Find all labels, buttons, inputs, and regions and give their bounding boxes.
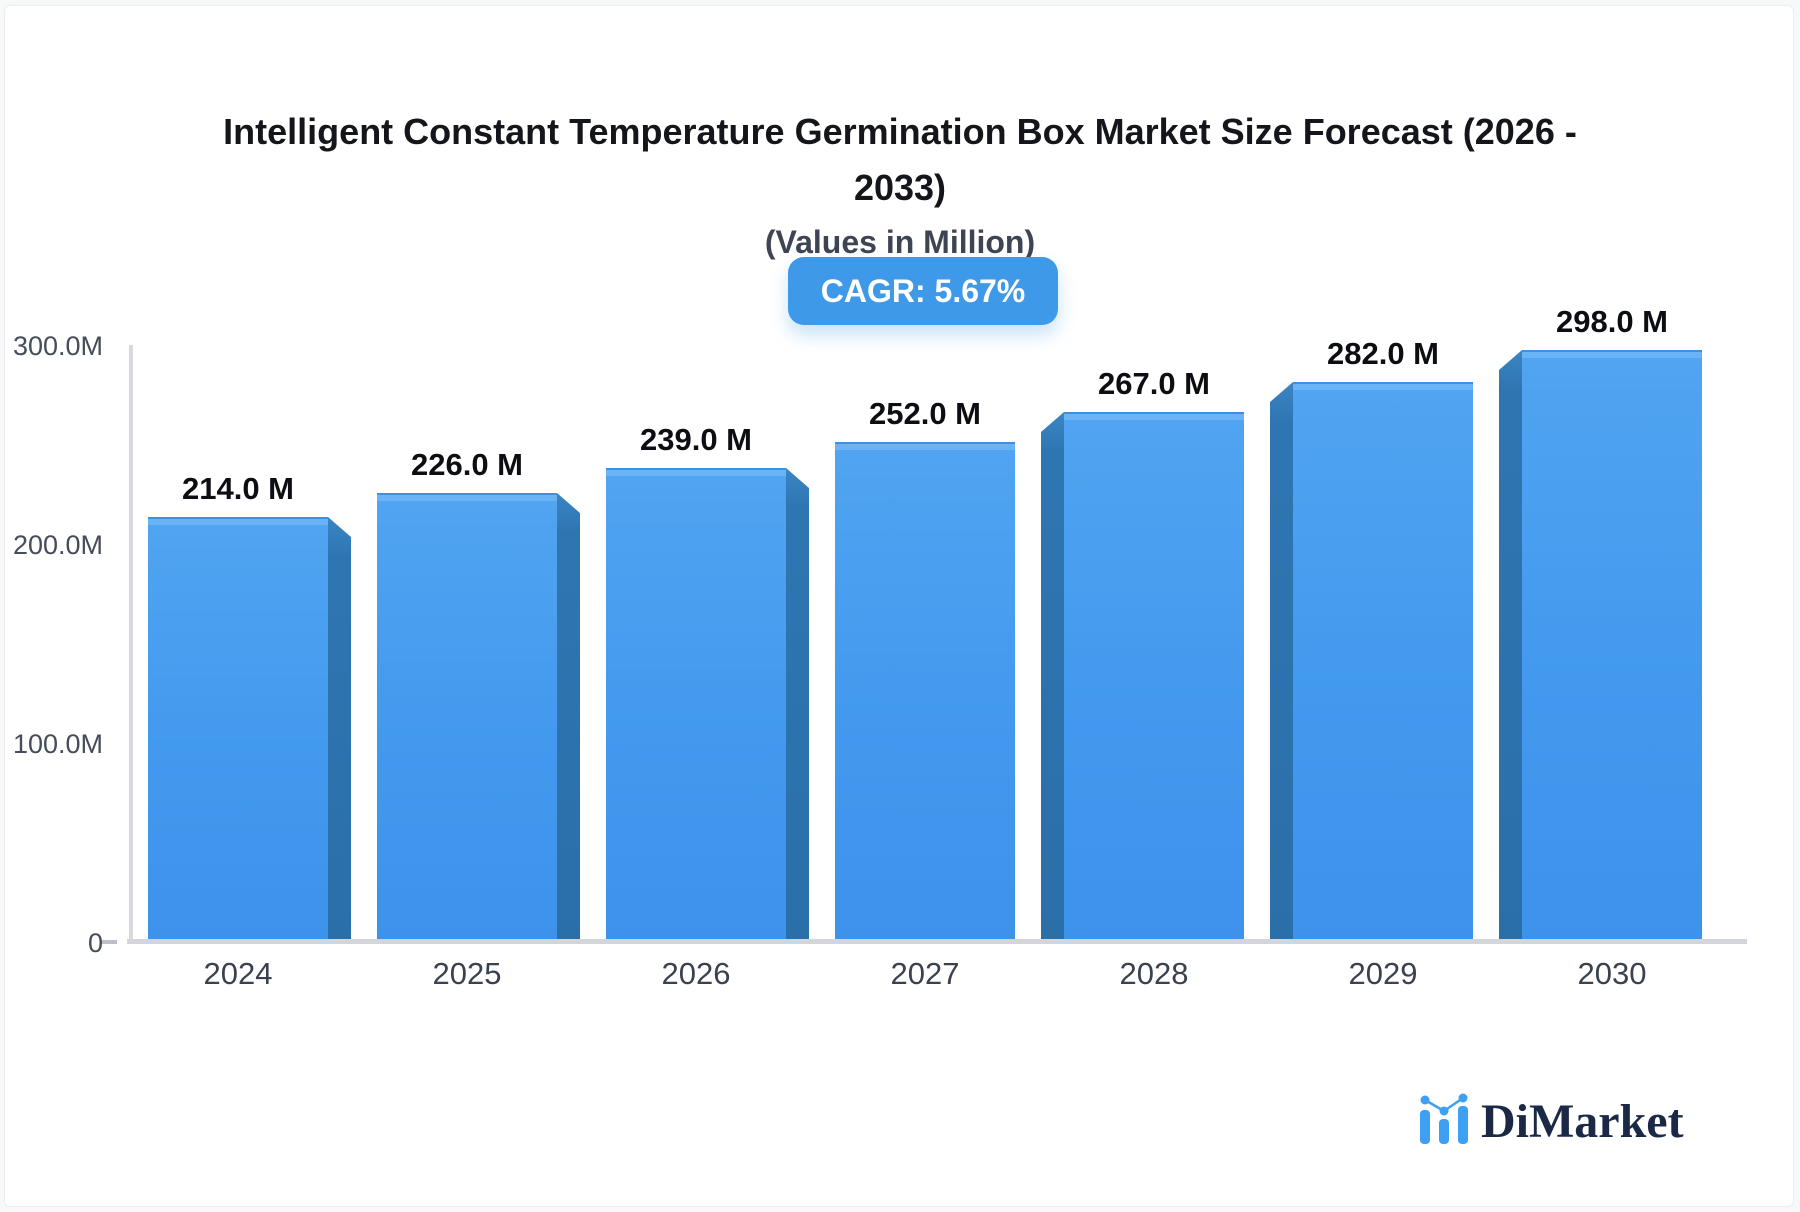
bar-side-face (786, 468, 809, 942)
cagr-badge: CAGR: 5.67% (788, 257, 1058, 325)
dimarket-logo: DiMarket (1420, 1092, 1684, 1148)
y-tick-label: 200.0M (12, 530, 103, 560)
bar-value-label: 267.0 M (1097, 366, 1210, 401)
chart-title: Intelligent Constant Temperature Germina… (100, 104, 1700, 216)
bar (1293, 382, 1473, 942)
bar-side-face (1270, 382, 1293, 942)
x-tick-label: 2024 (203, 956, 273, 991)
bar-side-face (328, 517, 351, 942)
bar-side-face (1041, 412, 1064, 942)
bar-value-label: 252.0 M (868, 396, 981, 431)
y-tick-label: 0 (87, 928, 103, 958)
x-tick-label: 2029 (1348, 956, 1418, 991)
x-tick-label: 2027 (890, 956, 960, 991)
bar (148, 517, 328, 942)
bar-value-label: 282.0 M (1326, 336, 1439, 371)
bar (1064, 412, 1244, 942)
bar-value-label: 298.0 M (1555, 304, 1668, 339)
bar-side-face (557, 493, 580, 942)
x-tick-label: 2030 (1577, 956, 1647, 991)
x-tick-label: 2028 (1119, 956, 1189, 991)
bar-value-label: 214.0 M (181, 471, 294, 506)
x-tick-label: 2025 (432, 956, 502, 991)
y-tick-label: 300.0M (12, 331, 103, 361)
chart-subtitle: (Values in Million) (764, 224, 1036, 260)
bar (835, 442, 1015, 942)
x-axis-line (127, 939, 1747, 944)
logo-text: DiMarket (1481, 1095, 1684, 1148)
x-tick-label: 2026 (661, 956, 731, 991)
bar-value-label: 239.0 M (639, 422, 752, 457)
bar (1522, 350, 1702, 942)
chart-title-line2: 2033) (853, 167, 947, 208)
bar (606, 468, 786, 942)
bar-value-label: 226.0 M (410, 447, 523, 482)
y-axis-line (129, 345, 133, 944)
bar-chart-logo-icon (1420, 1093, 1468, 1144)
chart-title-line1: Intelligent Constant Temperature Germina… (223, 111, 1577, 152)
bar (377, 493, 557, 942)
zero-tick-mark (100, 940, 117, 944)
y-tick-label: 100.0M (12, 729, 103, 759)
bar-side-face (1499, 350, 1522, 942)
